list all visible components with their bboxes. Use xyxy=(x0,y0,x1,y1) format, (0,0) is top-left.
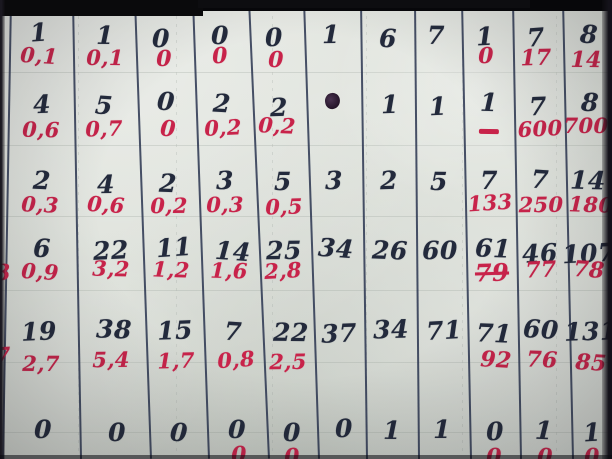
cell-main-value: 19 xyxy=(20,316,58,348)
cell-main-value: 2 xyxy=(32,165,52,196)
photo-right-border xyxy=(602,0,612,459)
photo-left-border xyxy=(0,0,5,459)
cell-sub-value: 0,5 xyxy=(264,193,303,220)
cell-sub-value: 0,2 xyxy=(258,112,297,139)
cell-sub-value: 2,7 xyxy=(22,350,60,376)
ink-blot xyxy=(323,91,342,111)
cell-main-value: 0 xyxy=(107,417,126,447)
photo-bottom-border xyxy=(0,455,612,459)
cell-sub-value: 2,8 xyxy=(264,257,303,285)
photo-top-border-mid xyxy=(198,0,530,8)
column-divider-2 xyxy=(72,0,82,459)
cell-main-value: 4 xyxy=(32,89,52,119)
cell-sub-value: 0 xyxy=(268,47,284,74)
cell-sub-value: 5,4 xyxy=(92,346,130,373)
cell-sub-value: 0,3 xyxy=(20,191,60,218)
column-divider-8 xyxy=(414,0,420,459)
cell-sub-value: 2,5 xyxy=(268,348,307,374)
cell-sub-value: 0,1 xyxy=(19,41,58,69)
cell-main-value: 38 xyxy=(95,314,132,345)
cell-main-value: 6 xyxy=(32,233,52,263)
column-divider-9 xyxy=(461,0,472,459)
photo-top-border-left xyxy=(0,0,203,16)
cell-sub-value: 0,9 xyxy=(20,258,60,286)
cell-main-value: 0 xyxy=(33,415,52,445)
column-divider-7 xyxy=(360,0,368,459)
